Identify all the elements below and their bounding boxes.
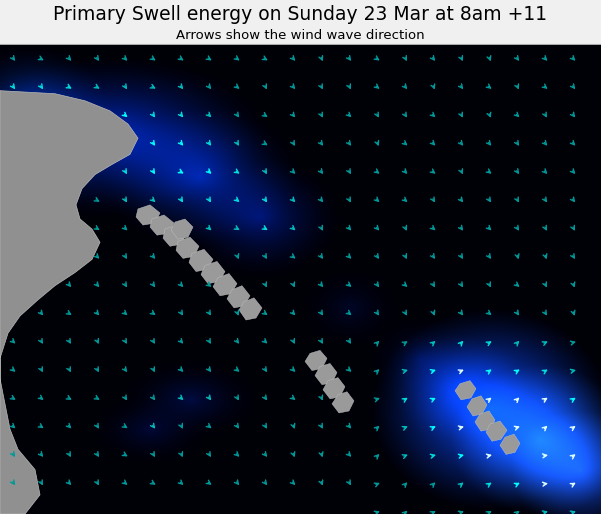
Polygon shape [0, 90, 138, 514]
Polygon shape [305, 351, 327, 371]
Polygon shape [150, 215, 174, 235]
Polygon shape [323, 378, 345, 399]
Polygon shape [227, 286, 250, 308]
Polygon shape [176, 237, 199, 259]
Text: Primary Swell energy on Sunday 23 Mar at 8am +11: Primary Swell energy on Sunday 23 Mar at… [53, 5, 548, 24]
Polygon shape [467, 396, 487, 416]
Polygon shape [136, 205, 160, 225]
Polygon shape [475, 411, 495, 431]
Polygon shape [171, 219, 193, 239]
Polygon shape [163, 225, 186, 246]
Polygon shape [500, 434, 520, 454]
Polygon shape [239, 298, 262, 320]
Polygon shape [315, 363, 337, 384]
Polygon shape [189, 249, 213, 271]
Polygon shape [0, 358, 40, 514]
Polygon shape [332, 392, 354, 413]
Polygon shape [213, 273, 237, 296]
Polygon shape [455, 381, 476, 400]
Polygon shape [201, 262, 225, 284]
Text: Arrows show the wind wave direction: Arrows show the wind wave direction [176, 29, 425, 42]
Polygon shape [486, 421, 507, 441]
